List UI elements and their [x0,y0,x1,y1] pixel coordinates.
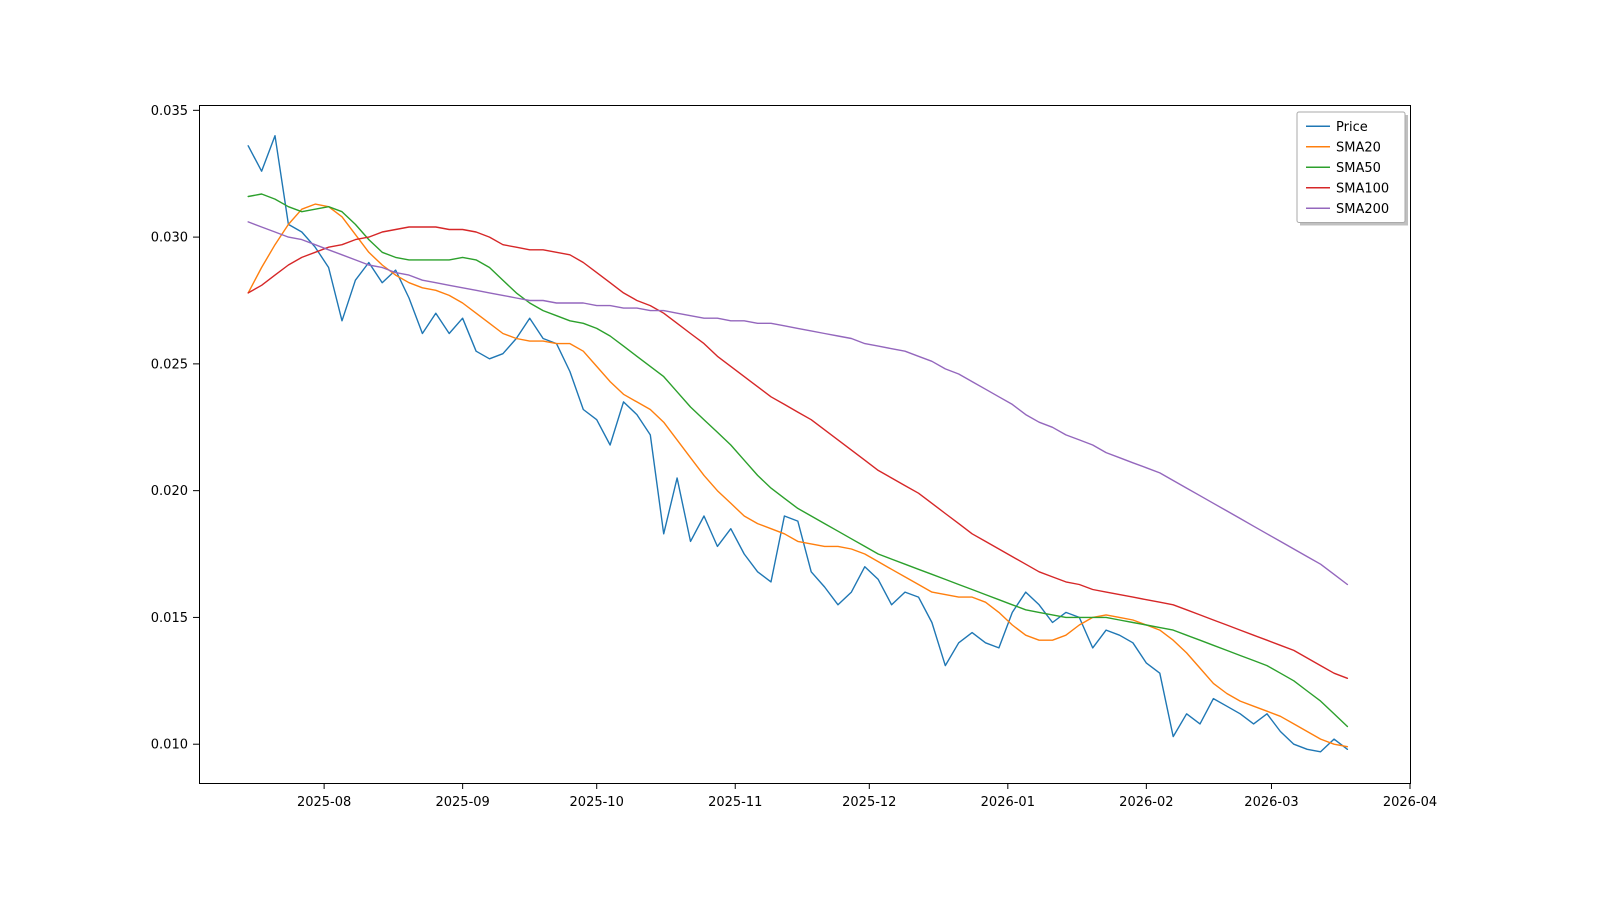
y-tick-label: 0.030 [151,231,188,246]
x-tick-label: 2025-09 [435,795,489,810]
y-tick-label: 0.015 [151,611,188,626]
x-tick-label: 2026-03 [1244,795,1298,810]
sma50-line [247,193,1349,728]
legend: Price SMA20 SMA50 SMA100 SMA200 [1296,111,1408,226]
y-tick-label: 0.010 [151,738,188,753]
x-tick-label: 2025-12 [842,795,896,810]
legend-label-sma20: SMA20 [1336,140,1381,155]
y-tick-label: 0.025 [151,357,188,372]
x-tick-label: 2026-02 [1119,795,1173,810]
y-tick-label: 0.020 [151,484,188,499]
legend-label-sma50: SMA50 [1336,161,1381,176]
y-axis: 0.010 0.015 0.020 0.025 0.030 0.035 [151,104,199,753]
x-tick-label: 2026-04 [1383,795,1437,810]
legend-label-price: Price [1336,120,1368,135]
series-lines [247,134,1349,753]
legend-box [1296,111,1406,223]
x-tick-label: 2026-01 [981,795,1035,810]
x-axis: 2025-08 2025-09 2025-10 2025-11 2025-12 2026-… [297,783,1437,810]
x-tick-label: 2025-08 [297,795,351,810]
plot-area [199,105,1411,784]
axes-frame [199,105,1411,784]
y-tick-label: 0.035 [151,104,188,119]
sma200-line [247,221,1349,586]
x-tick-label: 2025-10 [570,795,624,810]
sma100-line [247,226,1349,679]
x-tick-label: 2025-11 [708,795,762,810]
price-line [247,134,1349,753]
sma20-line [247,203,1349,748]
legend-label-sma200: SMA200 [1336,202,1389,217]
legend-label-sma100: SMA100 [1336,181,1389,196]
